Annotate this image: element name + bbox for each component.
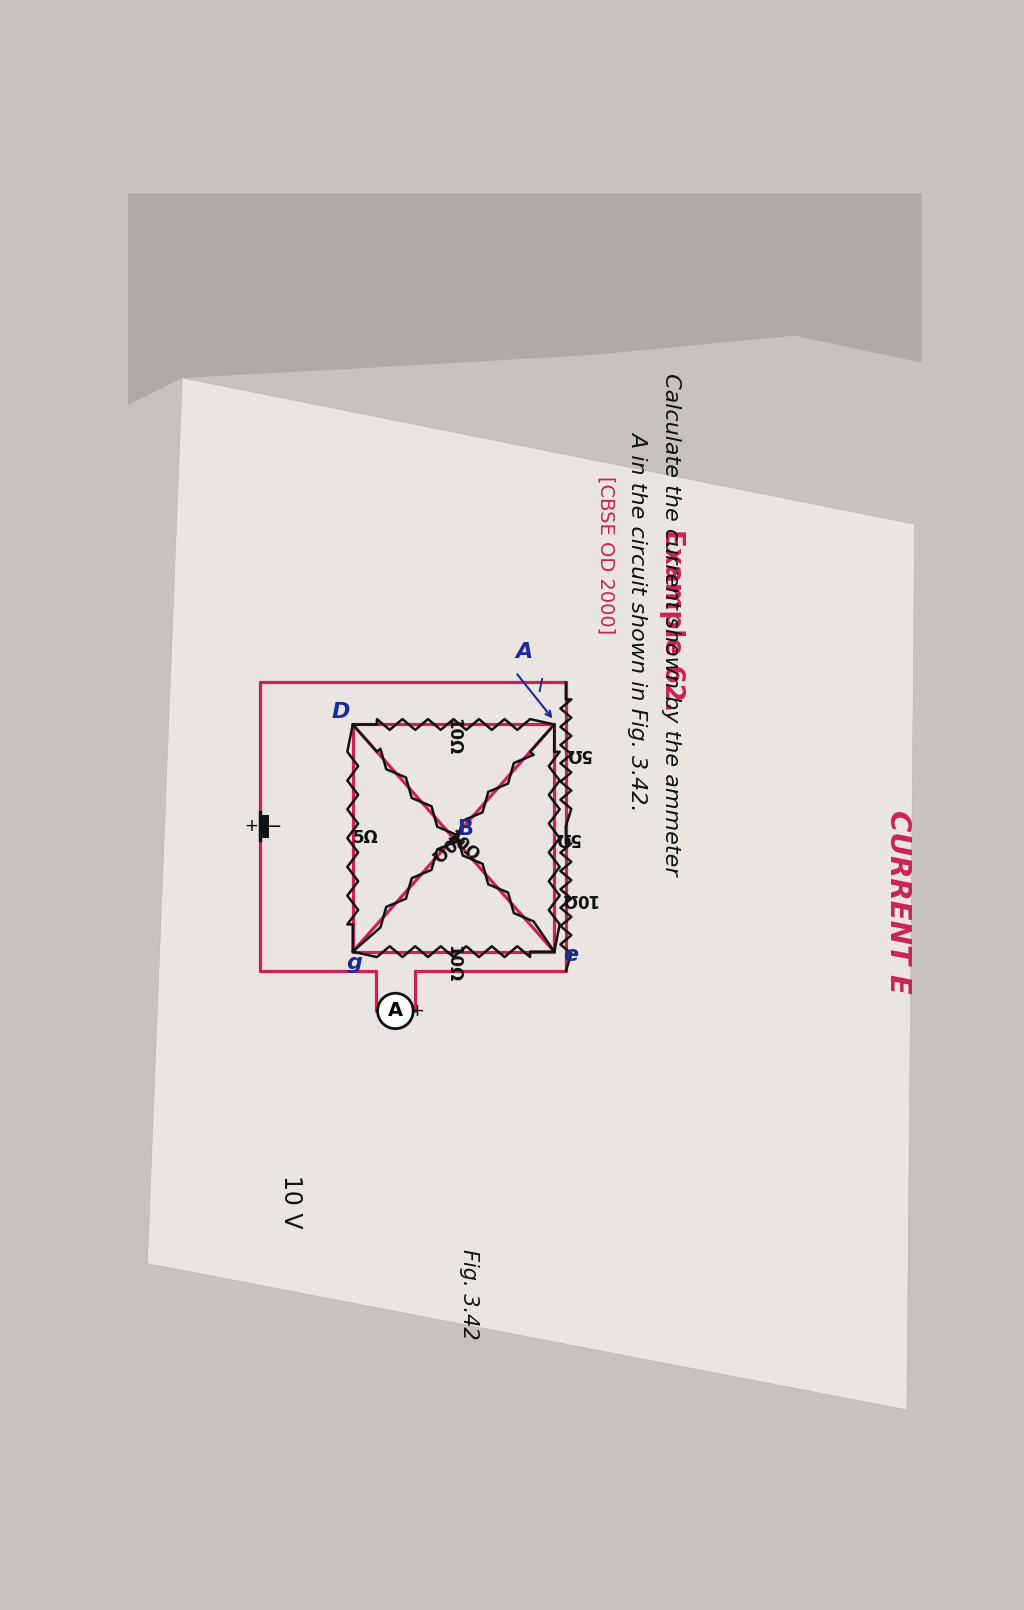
Text: 10Ω: 10Ω <box>424 828 464 865</box>
Polygon shape <box>128 193 922 406</box>
Text: A: A <box>515 641 532 662</box>
Text: D: D <box>331 702 349 723</box>
Text: 5Ω: 5Ω <box>565 745 591 763</box>
Polygon shape <box>147 378 914 1410</box>
Text: Example 62.: Example 62. <box>658 530 685 712</box>
Text: e: e <box>563 945 579 964</box>
Text: +: + <box>245 818 258 836</box>
Text: 10Ω: 10Ω <box>560 889 597 908</box>
Text: CURRENT E: CURRENT E <box>884 810 911 993</box>
Text: 10Ω: 10Ω <box>442 828 482 865</box>
Text: +: + <box>410 1001 425 1021</box>
Text: [CBSE OD 2000]: [CBSE OD 2000] <box>597 477 615 634</box>
Text: 10 V: 10 V <box>279 1175 303 1228</box>
Text: Fig. 3.42: Fig. 3.42 <box>459 1249 479 1340</box>
Text: B: B <box>458 819 473 839</box>
Text: Calculate the current shown by the ammeter: Calculate the current shown by the ammet… <box>662 365 681 876</box>
Text: 10Ω: 10Ω <box>444 945 463 982</box>
Text: −: − <box>266 816 283 836</box>
Text: A: A <box>388 1001 402 1021</box>
Text: 5Ω: 5Ω <box>554 829 580 847</box>
Text: 10Ω: 10Ω <box>444 718 463 755</box>
Text: I: I <box>538 678 543 696</box>
Text: 5Ω: 5Ω <box>352 829 378 847</box>
Text: g: g <box>346 953 362 972</box>
Circle shape <box>378 993 414 1029</box>
Text: A in the circuit shown in Fig. 3.42.: A in the circuit shown in Fig. 3.42. <box>628 431 648 810</box>
